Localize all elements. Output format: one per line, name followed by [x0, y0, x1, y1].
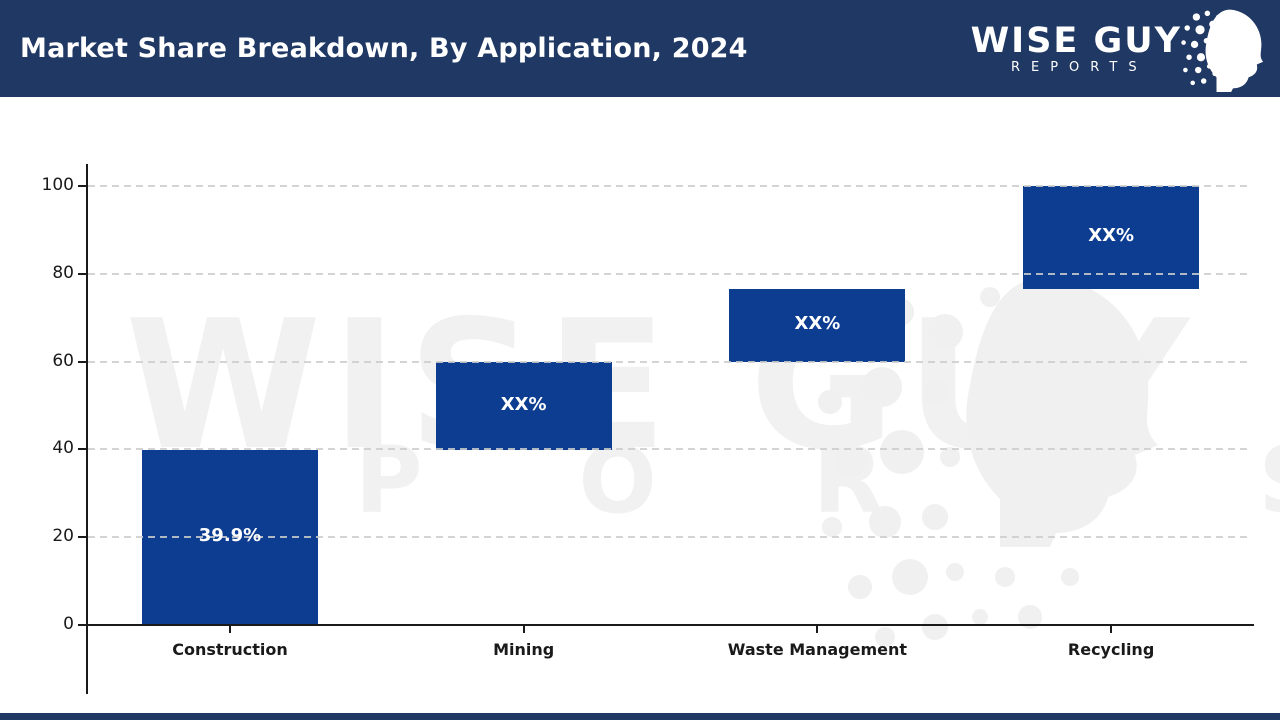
- logo-wordmark: WISE GUY: [970, 20, 1182, 61]
- y-tick-mark: [78, 360, 86, 363]
- y-tick-mark: [78, 185, 86, 187]
- bar-value-label: XX%: [500, 393, 547, 415]
- gridline-80: [88, 272, 1252, 275]
- y-tick-label: 100: [41, 175, 74, 195]
- header: Market Share Breakdown, By Application, …: [0, 0, 1280, 97]
- bar-value-label: XX%: [1088, 225, 1134, 247]
- bar-value-label: 39.9%: [198, 525, 262, 547]
- footer-bar: [0, 713, 1280, 720]
- bar-waste-management: [729, 288, 906, 362]
- logo-face-icon: [1181, 9, 1264, 92]
- y-tick-label: 80: [52, 262, 74, 283]
- bar-recycling: [1023, 186, 1200, 289]
- page-title: Market Share Breakdown, By Application, …: [20, 33, 748, 64]
- y-tick-label: 20: [52, 526, 74, 547]
- y-tick-mark: [78, 448, 86, 451]
- y-tick-mark: [78, 536, 86, 539]
- bar-mining: [435, 361, 612, 450]
- y-tick-label: 40: [52, 438, 74, 459]
- y-tick-mark: [78, 272, 86, 275]
- logo-text: WISE GUY REPORTS: [970, 20, 1182, 76]
- x-axis: [86, 624, 1254, 626]
- x-tick-mark: [522, 625, 525, 633]
- x-tick-label-3: Waste Management: [727, 640, 908, 659]
- watermark-face-icon: [818, 277, 1158, 647]
- x-tick-mark: [1110, 625, 1113, 633]
- logo-subtext: REPORTS: [1010, 60, 1148, 76]
- gridline-60: [88, 360, 1252, 363]
- x-tick-label-2: Mining: [493, 640, 555, 659]
- y-tick-label: 0: [63, 614, 74, 634]
- x-tick-label-4: Recycling: [1067, 640, 1155, 659]
- bar-value-label: XX%: [794, 313, 841, 335]
- y-tick-mark: [78, 624, 86, 626]
- x-tick-mark: [816, 625, 819, 633]
- y-tick-label: 60: [52, 350, 74, 371]
- brand-logo: WISE GUY REPORTS: [971, 6, 1268, 92]
- gridline-100: [88, 185, 1252, 187]
- y-axis: [86, 164, 88, 694]
- gridline-40: [88, 448, 1252, 451]
- x-tick-mark: [229, 625, 231, 633]
- chart-area: WISE GUY P O R T S 02040608010039.9%XX%X…: [0, 97, 1280, 713]
- gridline-20: [88, 536, 1252, 539]
- x-tick-label-1: Construction: [172, 640, 288, 659]
